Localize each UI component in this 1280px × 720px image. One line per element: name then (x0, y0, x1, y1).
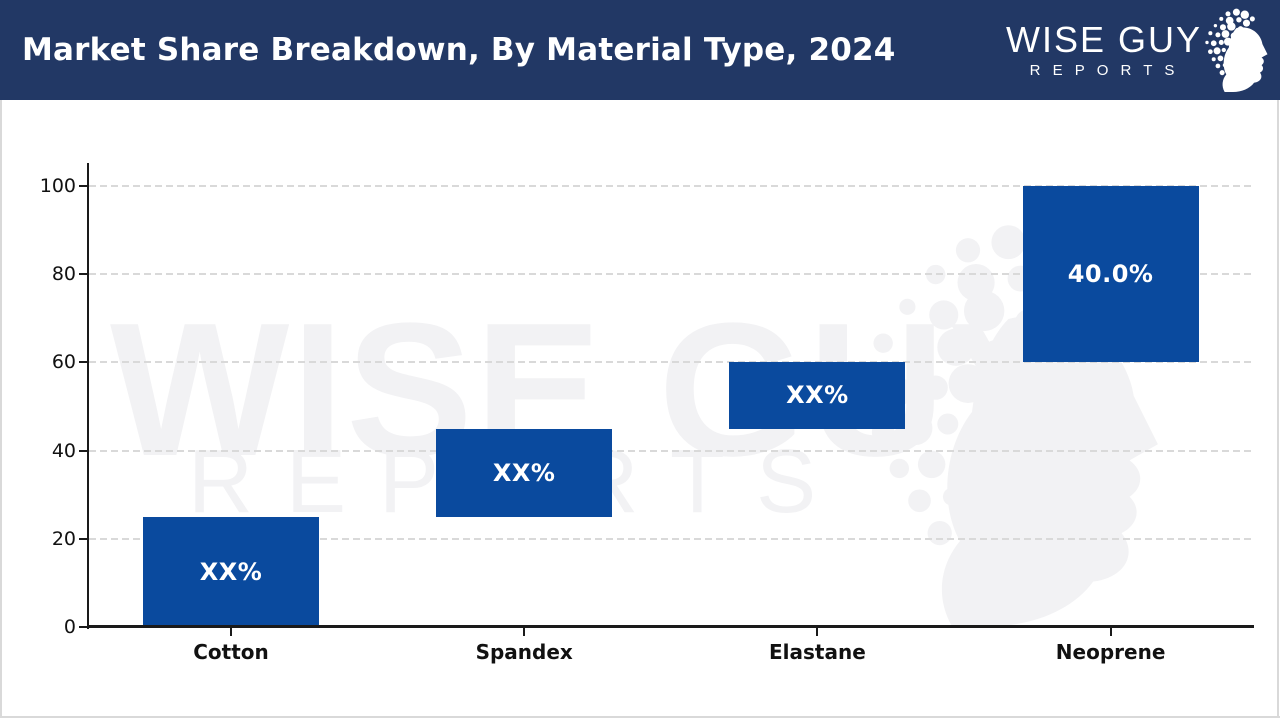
bar-cotton: XX% (143, 516, 319, 627)
header-bar: Market Share Breakdown, By Material Type… (0, 0, 1280, 100)
bar-elastane: XX% (729, 362, 906, 429)
y-tick-label-40: 40 (51, 439, 76, 462)
page-border-bottom (0, 716, 1280, 718)
x-axis-label-cotton: Cotton (193, 640, 269, 664)
gridline-y60 (89, 361, 1254, 364)
logo-wordmark: WISE GUY (1005, 19, 1202, 60)
gridline-y20 (89, 537, 1254, 540)
x-tick-elastane (816, 628, 819, 636)
y-tick-40 (79, 449, 88, 452)
y-tick-80 (79, 273, 88, 276)
bar-value-label-spandex: XX% (492, 458, 556, 487)
x-axis-label-elastane: Elastane (769, 640, 866, 664)
gridline-y40 (89, 449, 1254, 452)
page-border-left (0, 100, 2, 718)
bar-value-label-cotton: XX% (199, 557, 263, 586)
bar-spandex: XX% (436, 428, 613, 517)
x-axis-label-neoprene: Neoprene (1055, 640, 1166, 664)
page-border-right (1277, 100, 1279, 718)
y-tick-label-20: 20 (51, 527, 76, 550)
x-axis-label-spandex: Spandex (475, 640, 573, 664)
bar-value-label-elastane: XX% (786, 381, 849, 410)
logo-subtext: R E P O R T S (1029, 62, 1179, 79)
bar-value-label-neoprene: 40.0% (1067, 260, 1154, 289)
y-tick-label-60: 60 (51, 351, 76, 374)
brand-logo-text: WISE GUY R E P O R T S (1005, 19, 1202, 79)
y-tick-0 (79, 626, 88, 628)
x-tick-cotton (230, 628, 232, 636)
gridline-y100 (89, 185, 1254, 187)
y-tick-label-100: 100 (39, 175, 76, 197)
brand-logo: WISE GUY R E P O R T S (1006, 8, 1270, 92)
bar-neoprene: 40.0% (1022, 186, 1199, 363)
y-tick-60 (79, 361, 88, 364)
x-axis-line (87, 625, 1254, 628)
page-title: Market Share Breakdown, By Material Type… (22, 32, 896, 68)
y-axis-line (87, 163, 89, 629)
gridline-y80 (89, 273, 1254, 276)
y-tick-label-80: 80 (51, 263, 76, 286)
x-tick-neoprene (1109, 628, 1112, 636)
y-tick-label-0: 0 (63, 616, 76, 638)
y-tick-100 (79, 185, 88, 187)
y-tick-20 (79, 537, 88, 540)
x-tick-spandex (523, 628, 526, 636)
